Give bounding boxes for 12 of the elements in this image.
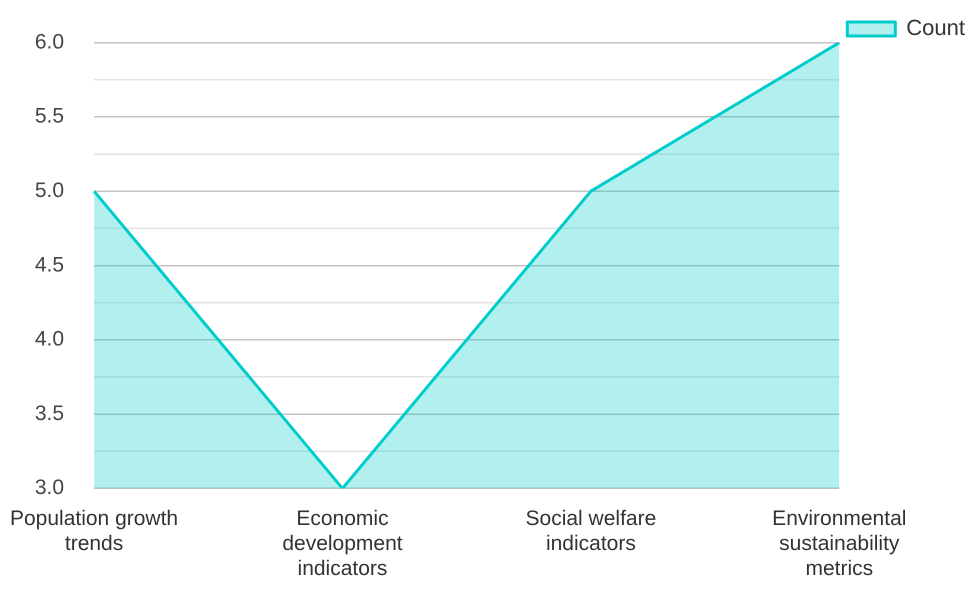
x-tick-label: Social welfare indicators — [526, 506, 656, 555]
y-tick-label: 5.0 — [34, 178, 64, 202]
legend-label: Count — [906, 15, 966, 40]
y-tick-label: 6.0 — [34, 30, 64, 54]
y-tick-label: 4.5 — [34, 253, 64, 276]
y-tick-label: 4.0 — [34, 328, 64, 351]
x-tick-label: Economic development indicators — [282, 506, 403, 580]
y-tick-label: 5.5 — [34, 104, 64, 128]
y-tick-label: 3.0 — [34, 476, 64, 500]
x-tick-label: Population growth trends — [10, 506, 178, 555]
y-tick-label: 3.5 — [34, 402, 64, 425]
x-tick-label: Environmental sustainability metrics — [772, 506, 906, 580]
